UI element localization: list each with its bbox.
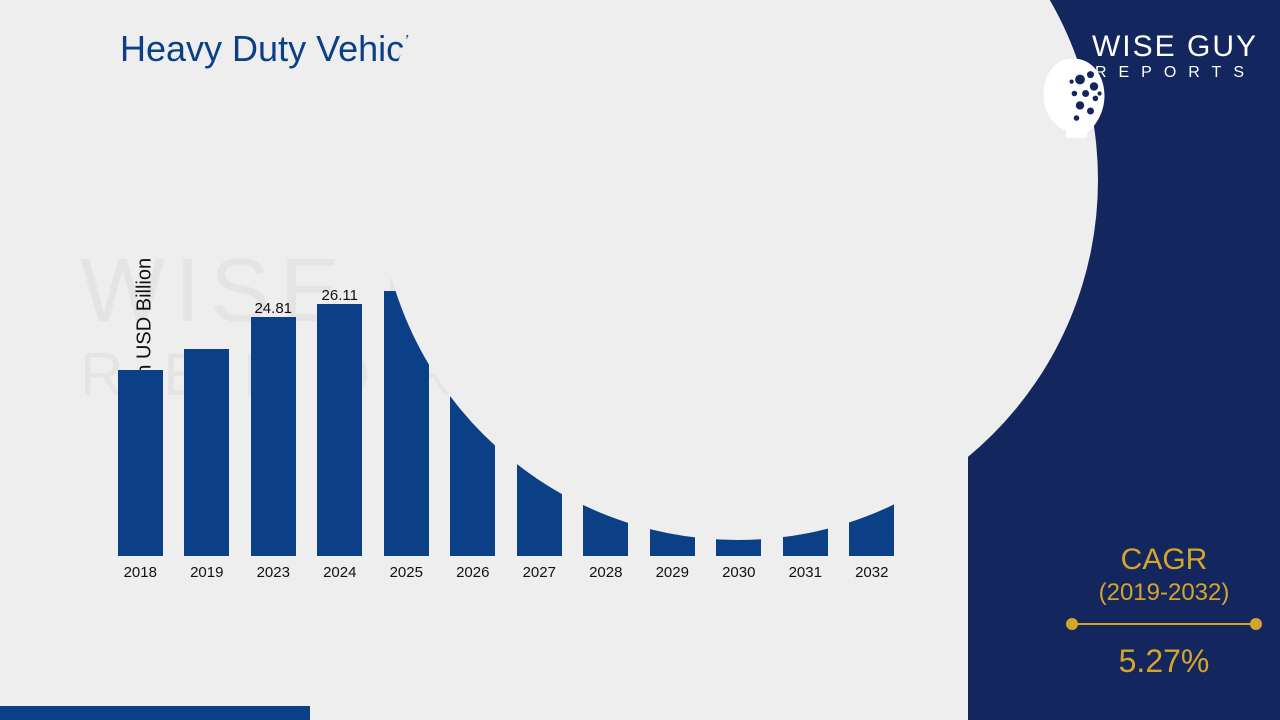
x-tick-label: 2029: [639, 556, 706, 590]
cagr-title: CAGR: [1048, 543, 1280, 577]
x-tick-label: 2024: [307, 556, 374, 590]
bar: [118, 370, 163, 556]
brand-name: WISE GUY: [1092, 32, 1258, 62]
x-tick-label: 2030: [706, 556, 773, 590]
right-panel: WISE GUY REPORTS CAGR (2019-2032) 5.27%: [968, 0, 1280, 720]
canvas: WISE GUY REPORTS Heavy Duty Vehicle Shoc…: [0, 0, 1280, 720]
x-tick-label: 2019: [174, 556, 241, 590]
x-tick-label: 2025: [373, 556, 440, 590]
brand-subname: REPORTS: [1092, 64, 1258, 82]
x-tick-label: 2023: [240, 556, 307, 590]
bar-column: [174, 170, 241, 556]
bar-value-label: 24.81: [254, 300, 292, 317]
x-tick-label: 2018: [107, 556, 174, 590]
x-labels: 2018201920232024202520262027202820292030…: [107, 556, 905, 590]
x-tick-label: 2027: [506, 556, 573, 590]
x-tick-label: 2031: [772, 556, 839, 590]
x-tick-label: 2026: [440, 556, 507, 590]
brand-head-icon: [1038, 52, 1108, 142]
footer-bar: [0, 706, 310, 720]
bar: [184, 349, 229, 556]
bar: [251, 317, 296, 556]
bar-column: 26.11: [307, 170, 374, 556]
bar-column: 24.81: [240, 170, 307, 556]
cagr-divider: [1072, 623, 1256, 625]
x-tick-label: 2032: [839, 556, 906, 590]
bar-value-label: 26.11: [322, 287, 358, 304]
cagr-box: CAGR (2019-2032) 5.27%: [1048, 543, 1280, 680]
brand-logo: WISE GUY REPORTS: [1092, 32, 1258, 82]
bar: [317, 304, 362, 556]
bar-column: [107, 170, 174, 556]
x-tick-label: 2028: [573, 556, 640, 590]
cagr-value: 5.27%: [1048, 643, 1280, 680]
cagr-range: (2019-2032): [1048, 579, 1280, 607]
